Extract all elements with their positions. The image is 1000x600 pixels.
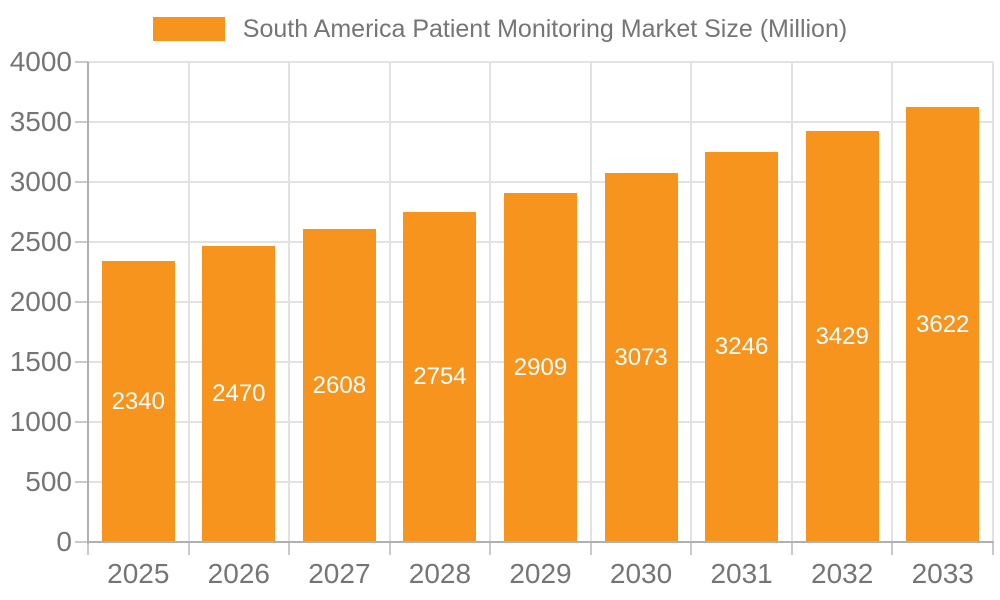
h-gridline	[88, 181, 993, 183]
bar-value-label: 2608	[312, 371, 367, 399]
legend-swatch-icon	[152, 17, 225, 41]
x-tick	[489, 543, 492, 555]
y-axis-label: 2500	[9, 226, 72, 257]
bar-2030: 3073	[604, 173, 678, 542]
y-axis-label: 0	[56, 526, 72, 557]
bar-value-label: 2909	[513, 353, 568, 381]
y-axis-line	[87, 62, 89, 544]
y-tick	[75, 301, 88, 303]
y-axis-label: 1500	[9, 346, 72, 377]
y-axis-label: 3500	[9, 106, 72, 137]
x-tick	[790, 543, 793, 555]
x-tick	[992, 543, 994, 555]
bar-value-label: 3246	[714, 333, 769, 360]
x-tick	[87, 543, 89, 555]
v-gridline	[589, 62, 592, 542]
v-gridline	[891, 62, 894, 542]
bar-2025: 2340	[101, 261, 175, 542]
v-gridline	[288, 62, 291, 542]
v-gridline	[790, 62, 793, 542]
x-axis-label: 2033	[911, 558, 974, 589]
y-axis-label: 500	[25, 466, 72, 497]
x-tick	[690, 543, 693, 555]
v-gridline	[187, 62, 190, 542]
x-axis-label: 2027	[308, 558, 371, 589]
y-tick	[75, 481, 88, 483]
h-gridline	[88, 61, 993, 63]
bar-2032: 3429	[805, 131, 879, 542]
bar-value-label: 3622	[916, 310, 970, 338]
y-tick	[75, 361, 88, 363]
bar-2033: 3622	[906, 107, 980, 542]
bar-2026: 2470	[202, 246, 276, 542]
y-axis-label: 4000	[9, 46, 72, 77]
bar-2031: 3246	[705, 152, 779, 542]
bar-value-label: 2470	[212, 380, 266, 407]
x-axis-label: 2032	[811, 558, 874, 589]
bar-value-label: 2754	[413, 363, 467, 390]
y-tick	[75, 421, 88, 423]
x-tick	[388, 543, 391, 555]
bar-value-label: 2340	[111, 387, 165, 415]
x-tick	[288, 543, 291, 555]
x-tick	[589, 543, 592, 555]
x-axis-label: 2026	[207, 558, 270, 589]
v-gridline	[992, 62, 994, 542]
x-tick	[891, 543, 894, 555]
x-axis-label: 2028	[408, 558, 472, 589]
y-axis-label: 3000	[9, 166, 72, 197]
x-axis-label: 2025	[107, 558, 170, 589]
y-tick	[75, 121, 88, 123]
bar-2029: 2909	[504, 193, 577, 542]
x-axis-label: 2030	[609, 558, 673, 589]
bar-2028: 2754	[403, 212, 477, 542]
v-gridline	[489, 62, 492, 542]
x-axis-line	[87, 541, 994, 543]
y-tick	[75, 241, 88, 243]
x-tick	[187, 543, 190, 555]
chart-legend[interactable]: South America Patient Monitoring Market …	[0, 15, 1000, 43]
y-tick	[75, 541, 88, 543]
legend-label: South America Patient Monitoring Market …	[242, 15, 848, 43]
y-axis-label: 2000	[9, 286, 72, 317]
bar-value-label: 3429	[815, 322, 869, 350]
y-tick	[75, 181, 88, 183]
h-gridline	[88, 121, 993, 123]
plot-area: 2340 2470 2608 2754 2909 3073 3246 3429 3622	[88, 61, 994, 542]
y-axis-label: 1000	[9, 406, 72, 437]
x-axis-label: 2031	[710, 558, 773, 589]
bar-2027: 2608	[302, 229, 376, 542]
bar-value-label: 3073	[614, 343, 668, 371]
v-gridline	[690, 62, 693, 542]
v-gridline	[388, 62, 391, 542]
x-axis-label: 2029	[509, 558, 572, 589]
y-tick	[75, 61, 88, 63]
